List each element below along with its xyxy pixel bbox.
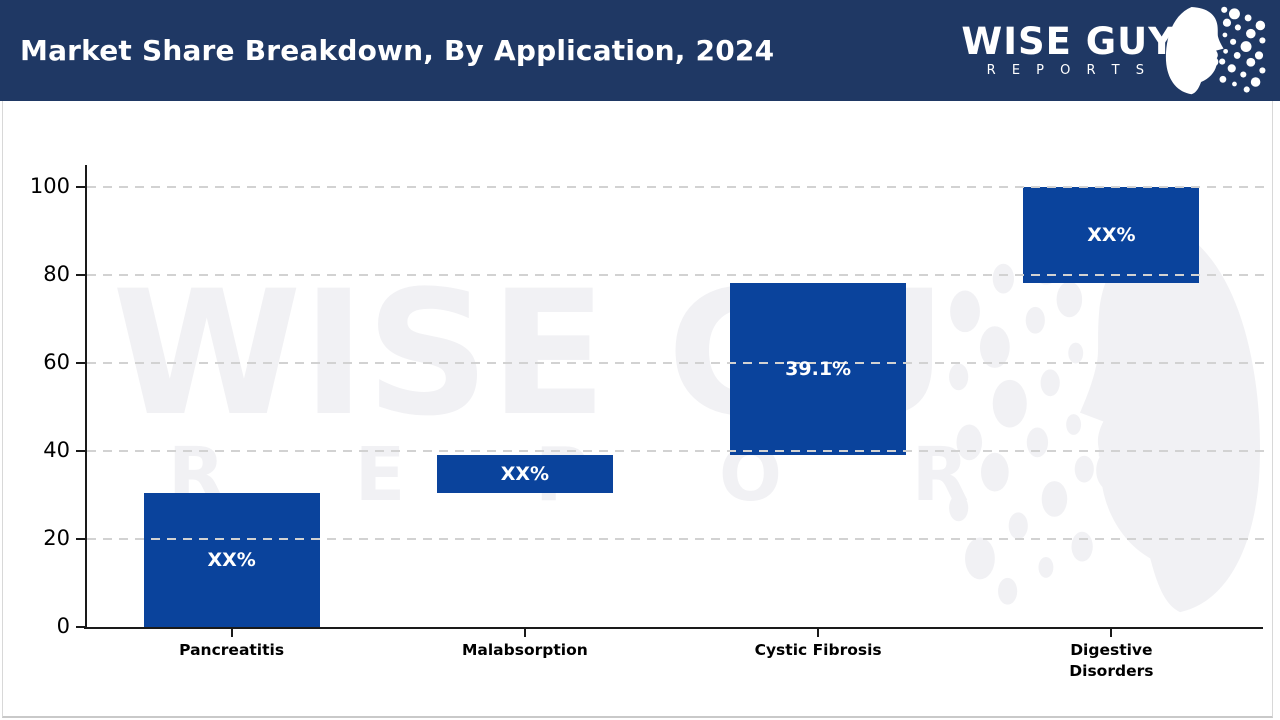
x-tick-mark xyxy=(230,629,233,637)
y-tick-mark xyxy=(76,186,85,188)
x-tick-mark xyxy=(817,629,820,637)
y-tick-label: 0 xyxy=(56,614,70,638)
y-tick-label: 60 xyxy=(43,350,70,374)
x-axis-line xyxy=(84,627,1263,629)
gridline xyxy=(87,362,1264,364)
y-tick-label: 80 xyxy=(43,262,70,286)
header: Market Share Breakdown, By Application, … xyxy=(0,0,1280,101)
bar-malabsorption xyxy=(436,454,613,494)
y-tick-mark xyxy=(76,626,85,628)
logo-text: WISE GUY R E P O R T S xyxy=(961,23,1176,78)
logo-wordmark: WISE GUY xyxy=(961,20,1176,63)
y-tick-mark xyxy=(76,274,85,276)
y-axis-line xyxy=(85,165,87,629)
x-tick-mark xyxy=(1110,629,1113,637)
bar-value-label: XX% xyxy=(207,549,256,572)
x-category-label: Pancreatitis xyxy=(179,641,285,659)
chart-canvas-border xyxy=(2,101,1273,718)
y-tick-label: 20 xyxy=(43,526,70,550)
brand-logo: WISE GUY R E P O R T S xyxy=(961,5,1276,97)
y-tick-mark xyxy=(76,538,85,540)
y-tick-label: 40 xyxy=(43,438,70,462)
page-title: Market Share Breakdown, By Application, … xyxy=(20,34,775,67)
bar-value-label: 39.1% xyxy=(785,357,852,380)
gridline xyxy=(87,274,1264,276)
bar-digestive-disorders xyxy=(1023,187,1200,283)
bar-value-label: XX% xyxy=(500,463,550,486)
bar-cystic-fibrosis xyxy=(730,282,907,455)
x-category-label: Malabsorption xyxy=(461,641,588,659)
logo-face-icon xyxy=(1165,6,1266,94)
bar-value-label: XX% xyxy=(1087,223,1136,246)
y-tick-mark xyxy=(76,362,85,364)
x-category-label: Cystic Fibrosis xyxy=(754,641,882,659)
y-tick-mark xyxy=(76,450,85,452)
bar-pancreatitis xyxy=(143,493,320,627)
x-tick-mark xyxy=(523,629,526,637)
gridline xyxy=(87,538,1264,540)
gridline xyxy=(87,186,1264,188)
x-category-label: Digestive Disorders xyxy=(1069,641,1154,680)
y-tick-label: 100 xyxy=(29,174,70,198)
logo-tagline: R E P O R T S xyxy=(986,63,1150,78)
gridline xyxy=(87,450,1264,452)
watermark-face-icon xyxy=(949,229,1260,613)
